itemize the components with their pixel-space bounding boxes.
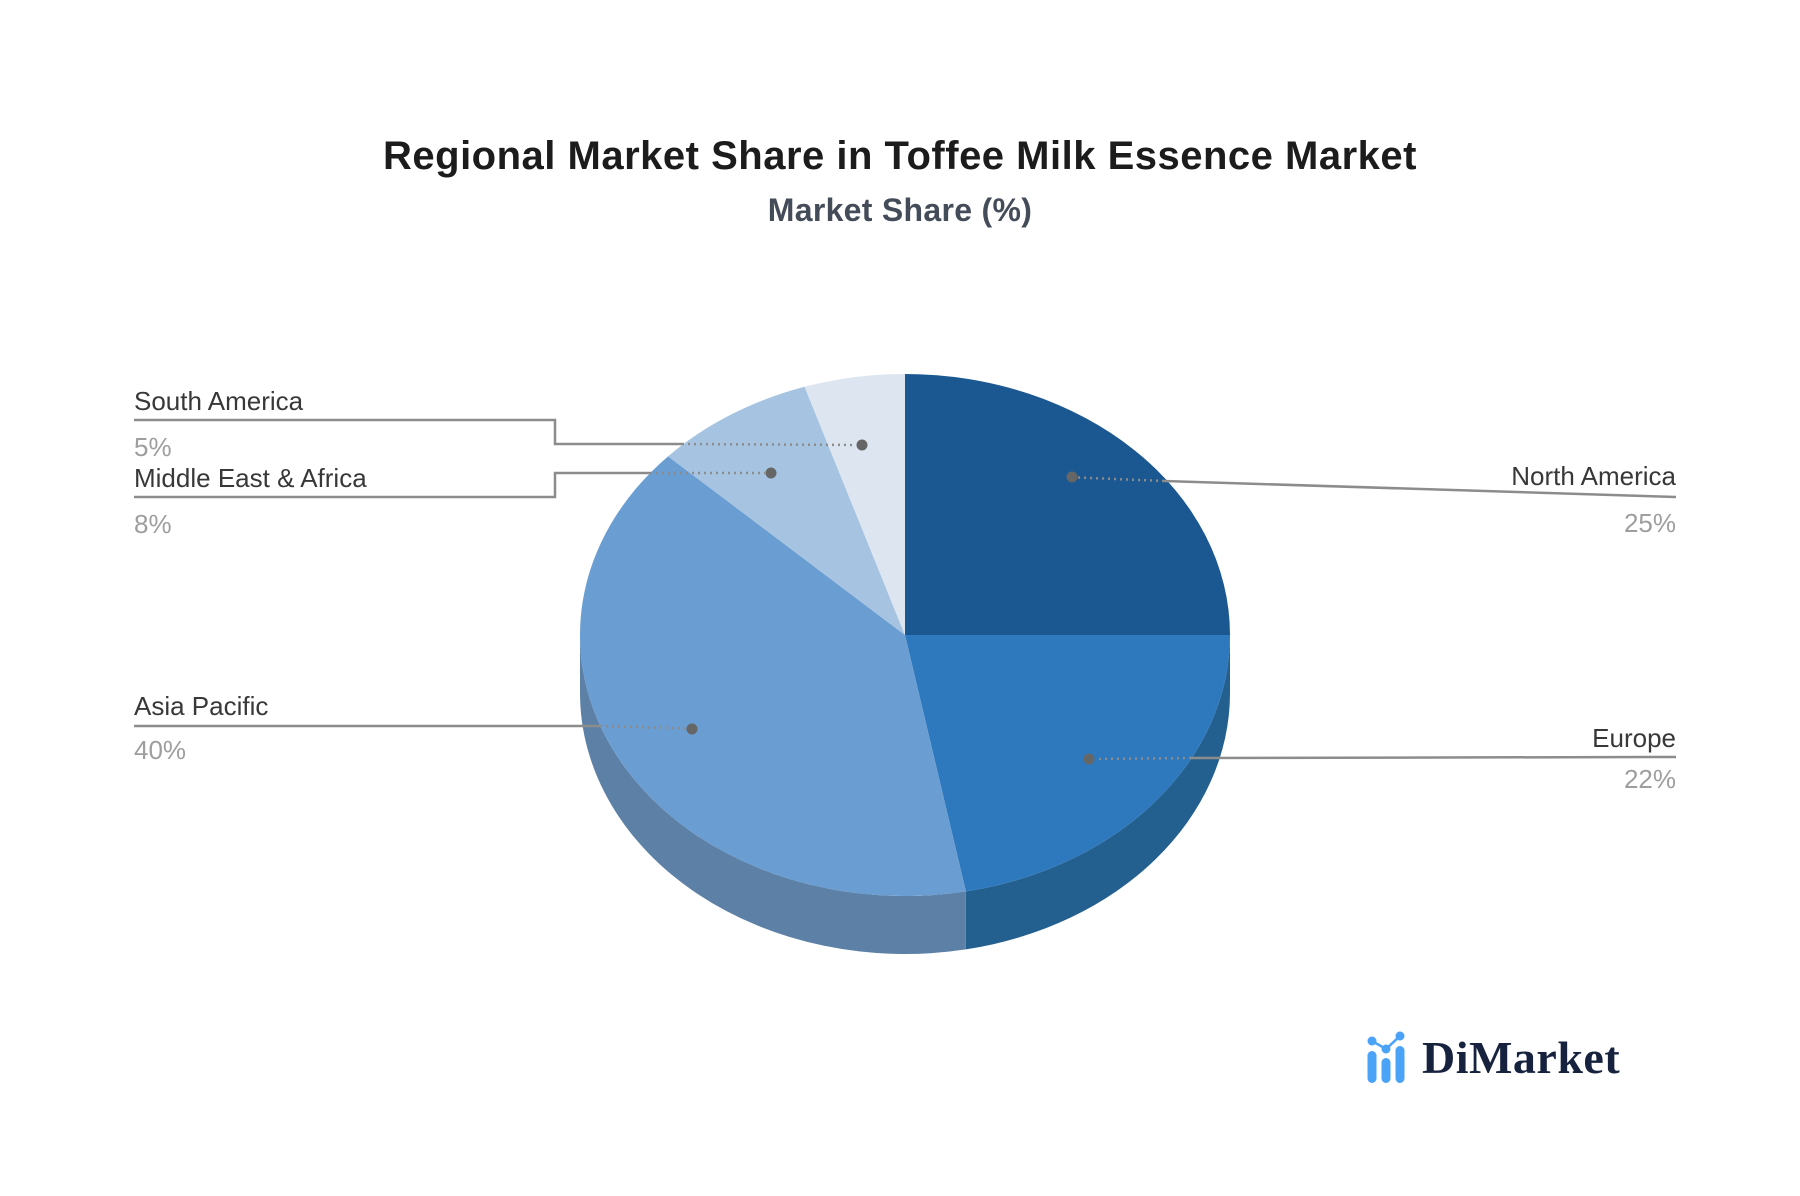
leader-line-middle-east-africa <box>134 471 650 499</box>
leader-line-dotted-europe <box>1094 756 1192 761</box>
leader-dot-middle-east-africa <box>765 467 777 479</box>
logo-text: DiMarket <box>1422 1032 1621 1083</box>
bar-line-chart-logo-icon <box>1367 1031 1405 1083</box>
leader-line-south-america <box>134 418 682 446</box>
pie-side-asia-pacific <box>580 635 966 954</box>
slice-value-europe: 22% <box>1623 764 1676 794</box>
pie-slice-asia-pacific[interactable] <box>580 456 966 896</box>
chart-subtitle: Market Share (%) <box>767 192 1033 228</box>
slice-value-north-america: 25% <box>1623 508 1676 538</box>
slice-label-middle-east-africa: Middle East & Africa <box>134 463 367 493</box>
leader-line-north-america <box>1163 479 1677 499</box>
slice-label-north-america: North America <box>1511 461 1676 491</box>
leader-line-europe <box>1190 755 1677 760</box>
slice-label-europe: Europe <box>1592 723 1676 753</box>
slice-label-asia-pacific: Asia Pacific <box>134 691 269 721</box>
dimarket-logo: DiMarket <box>1366 1030 1620 1086</box>
pie-side-europe <box>965 635 1230 950</box>
pie-slice-middle-east-africa[interactable] <box>668 386 905 635</box>
leader-dot-south-america <box>856 439 868 451</box>
slice-label-south-america: South America <box>134 386 304 416</box>
leader-line-dotted-asia-pacific <box>599 724 687 730</box>
pie-slice-north-america[interactable] <box>905 374 1230 635</box>
leader-dot-europe <box>1083 753 1095 765</box>
leader-line-dotted-north-america <box>1077 476 1165 483</box>
leader-dot-north-america <box>1066 471 1078 483</box>
slice-value-middle-east-africa: 8% <box>134 509 172 539</box>
pie-slice-south-america[interactable] <box>804 374 905 635</box>
slice-value-asia-pacific: 40% <box>134 735 187 765</box>
slice-value-south-america: 5% <box>134 432 172 462</box>
leader-line-dotted-south-america <box>681 442 857 447</box>
pie-slice-europe[interactable] <box>905 635 1230 892</box>
leader-dot-asia-pacific <box>686 723 698 735</box>
chart-title: Regional Market Share in Toffee Milk Ess… <box>383 134 1417 178</box>
